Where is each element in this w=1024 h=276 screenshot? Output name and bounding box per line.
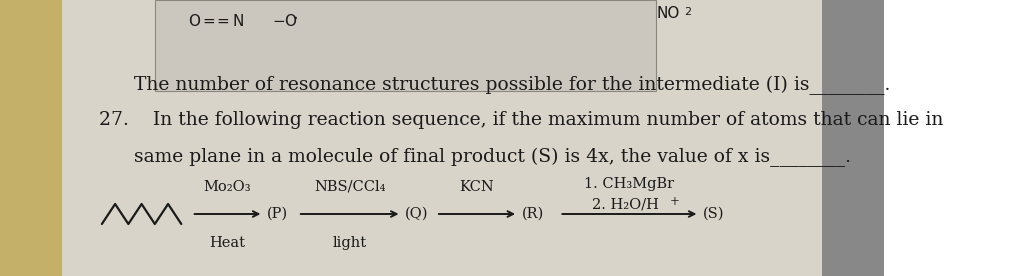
Text: $\mathregular{-O}$: $\mathregular{-O}$ xyxy=(272,13,298,29)
Text: NO: NO xyxy=(656,7,680,22)
Text: 2: 2 xyxy=(684,7,691,17)
Text: Heat: Heat xyxy=(210,236,246,250)
Text: (S): (S) xyxy=(702,207,724,221)
Text: 27.    In the following reaction sequence, if the maximum number of atoms that c: 27. In the following reaction sequence, … xyxy=(99,111,944,129)
Text: The number of resonance structures possible for the intermediate (I) is________.: The number of resonance structures possi… xyxy=(134,76,890,95)
Text: same plane in a molecule of final product (S) is 4x, the value of x is________.: same plane in a molecule of final produc… xyxy=(134,148,851,167)
Bar xyxy=(62,0,822,276)
Text: 1. CH₃MgBr: 1. CH₃MgBr xyxy=(585,177,675,191)
Text: (P): (P) xyxy=(267,207,288,221)
Bar xyxy=(62,0,822,276)
Text: +: + xyxy=(670,195,679,208)
Text: light: light xyxy=(333,236,367,250)
Text: ·: · xyxy=(292,10,298,28)
Text: (Q): (Q) xyxy=(404,207,428,221)
Text: NBS/CCl₄: NBS/CCl₄ xyxy=(314,180,385,194)
Bar xyxy=(822,0,884,276)
Bar xyxy=(0,0,62,276)
Bar xyxy=(156,0,656,91)
Text: 2. H₂O/H: 2. H₂O/H xyxy=(592,198,658,212)
Text: Mo₂O₃: Mo₂O₃ xyxy=(204,180,251,194)
Text: KCN: KCN xyxy=(460,180,495,194)
Text: $\mathregular{O=\!\!=N}$: $\mathregular{O=\!\!=N}$ xyxy=(187,13,244,29)
Text: (R): (R) xyxy=(521,207,544,221)
